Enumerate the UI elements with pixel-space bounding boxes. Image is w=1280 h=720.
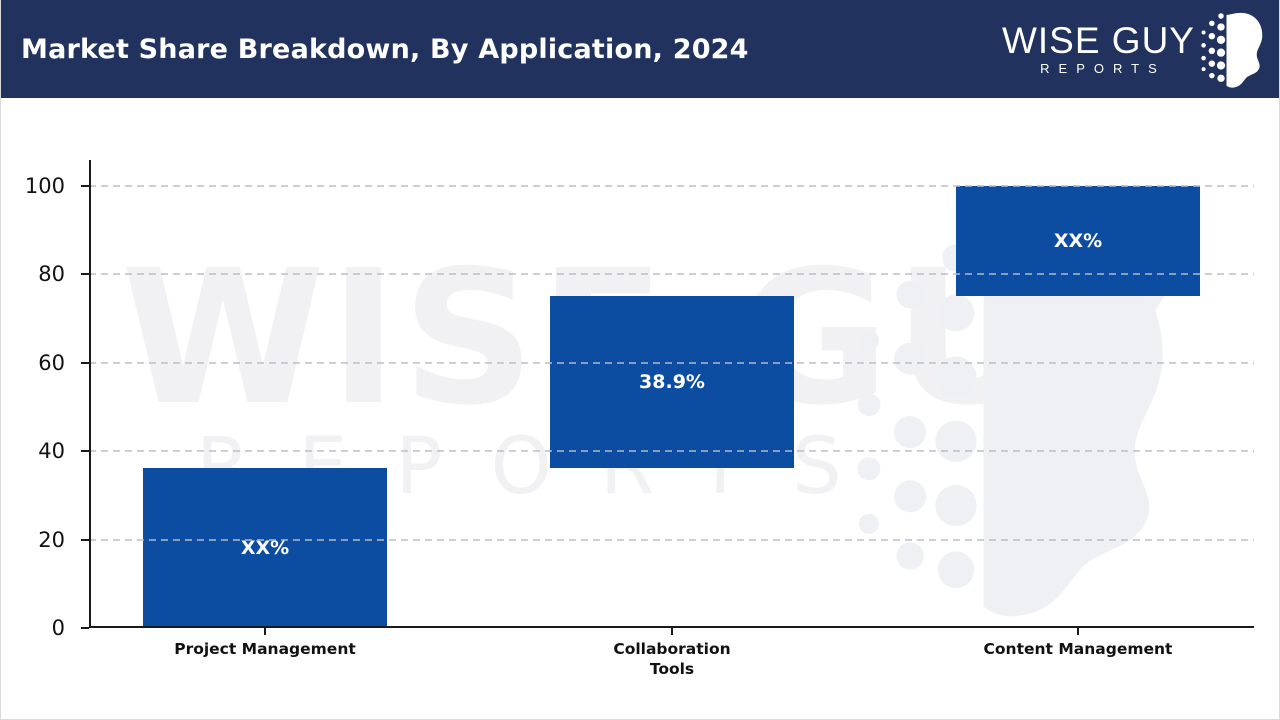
y-tick-mark-80 xyxy=(81,273,89,276)
y-tick-mark-40 xyxy=(81,450,89,453)
y-tick-label-100: 100 xyxy=(24,174,65,198)
bar-content-management: XX% xyxy=(956,186,1200,296)
x-tick-mark-collaboration-tools xyxy=(671,628,673,635)
logo-face-icon xyxy=(1201,12,1263,88)
y-tick-mark-0 xyxy=(81,627,89,629)
gridline-100 xyxy=(89,185,1254,187)
logo-wise-guy-text: WISE GUY xyxy=(1001,19,1195,61)
x-tick-mark-content-management xyxy=(1077,628,1079,635)
bar-value-label-collaboration-tools: 38.9% xyxy=(639,370,705,393)
y-tick-label-40: 40 xyxy=(38,439,65,464)
bar-project-management: XX% xyxy=(143,467,387,628)
wise-guy-reports-logo: WISE GUY REPORTS xyxy=(1002,4,1265,94)
chart-area: WISE GUY REPORTS 0 20 40 60 80 100 XX% Project… xyxy=(1,98,1279,719)
y-tick-label-0: 0 xyxy=(51,616,65,640)
gridline-60 xyxy=(89,361,1254,364)
header-bar: Market Share Breakdown, By Application, … xyxy=(1,0,1279,98)
y-axis-line xyxy=(89,160,91,628)
bar-collaboration-tools: 38.9% xyxy=(550,295,794,468)
y-tick-mark-60 xyxy=(81,361,89,364)
bar-value-label-content-management: XX% xyxy=(1053,229,1103,252)
logo-reports-text: REPORTS xyxy=(1040,60,1166,76)
y-axis-labels: 0 20 40 60 80 100 xyxy=(1,160,81,640)
plot-area: XX% Project Management 38.9% Collaboration … xyxy=(81,160,1254,678)
x-tick-mark-project-management xyxy=(264,628,266,635)
gridline-20 xyxy=(89,538,1254,541)
x-axis-line xyxy=(89,626,1254,628)
y-tick-label-80: 80 xyxy=(38,262,65,287)
page-title: Market Share Breakdown, By Application, … xyxy=(21,33,749,65)
y-tick-label-60: 60 xyxy=(38,350,65,375)
y-tick-mark-100 xyxy=(81,185,89,187)
x-category-label-content-management: Content Management xyxy=(983,640,1173,658)
x-category-label-collaboration-tools: Collaboration Tools xyxy=(613,640,731,678)
y-tick-mark-20 xyxy=(81,538,89,541)
bar-value-label-project-management: XX% xyxy=(240,536,290,559)
logo-text: WISE GUY REPORTS xyxy=(1001,19,1195,77)
gridline-80 xyxy=(89,273,1254,276)
x-category-label-project-management: Project Management xyxy=(174,640,356,658)
y-tick-label-20: 20 xyxy=(38,527,65,552)
gridline-40 xyxy=(89,450,1254,453)
